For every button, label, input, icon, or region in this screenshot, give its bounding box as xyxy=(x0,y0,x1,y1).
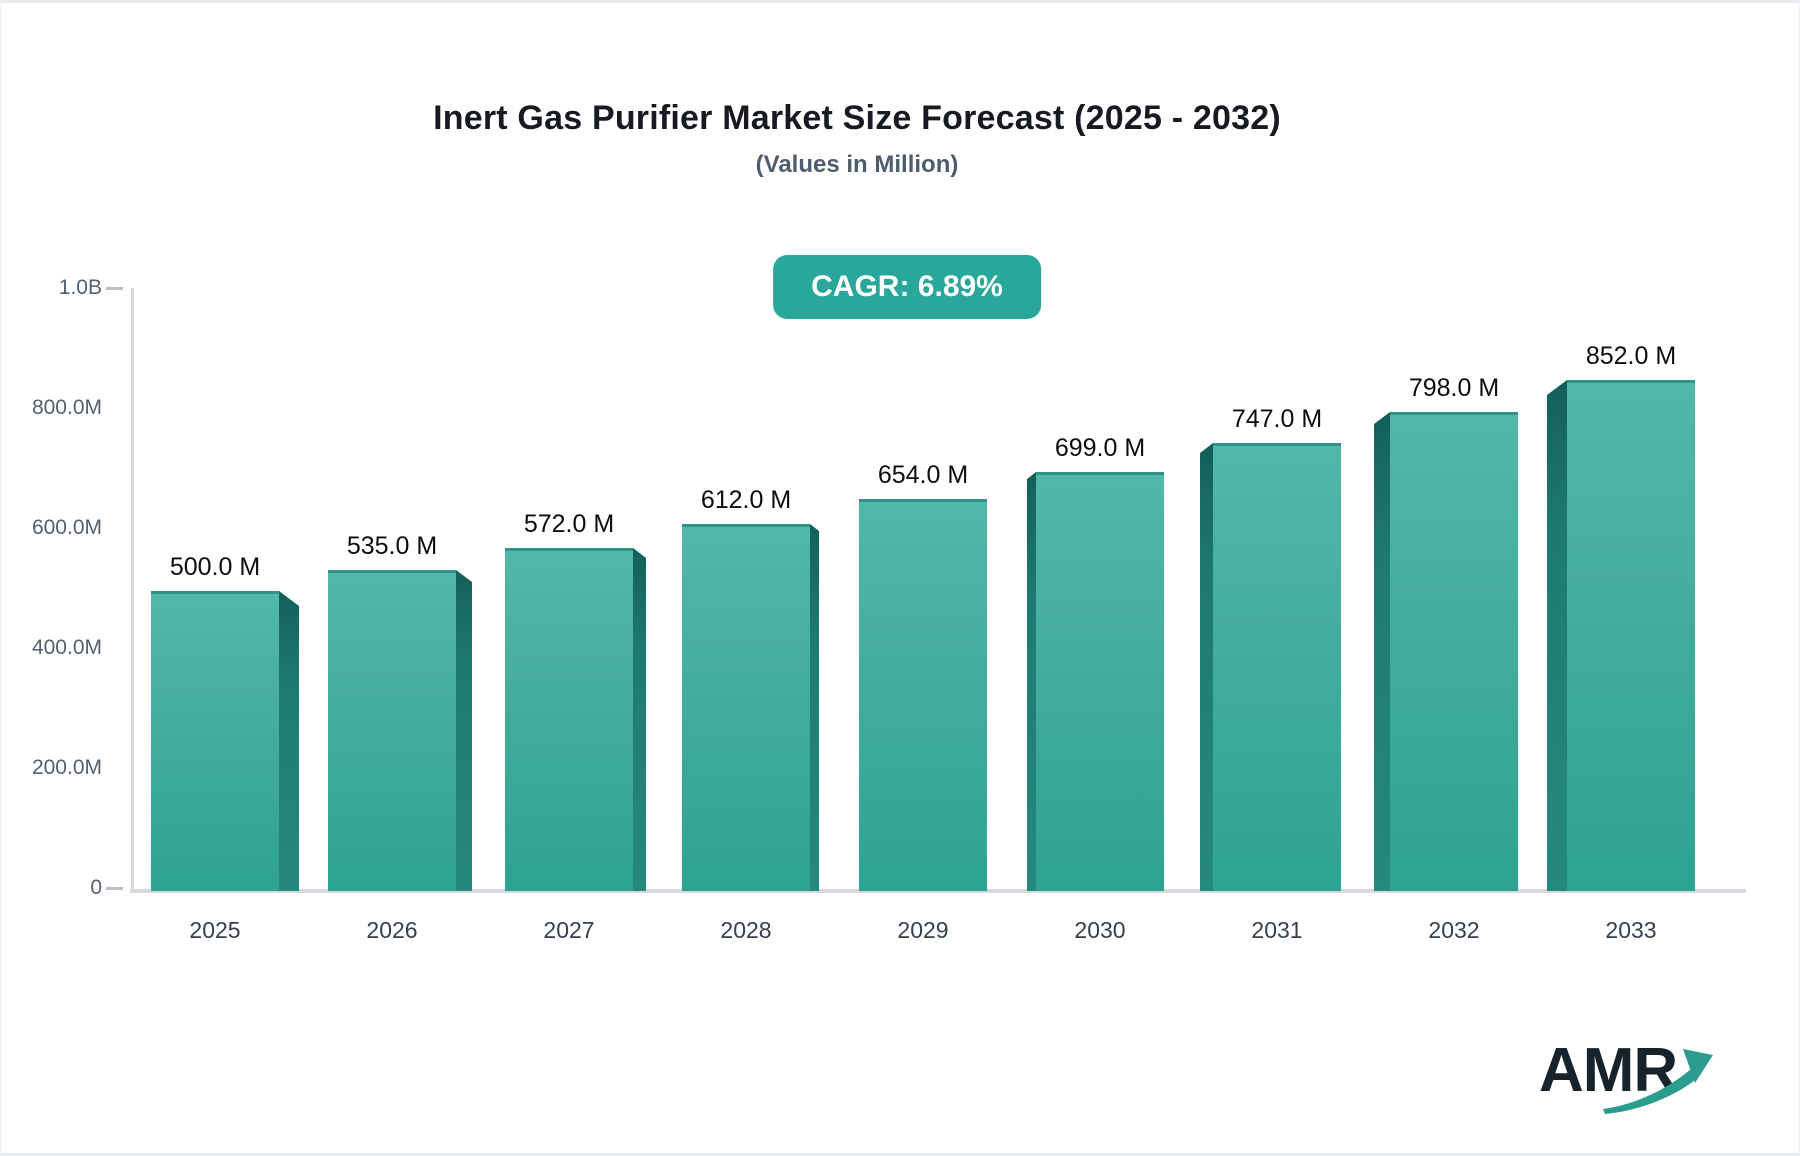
bar-side-face xyxy=(1374,412,1390,891)
y-axis-line xyxy=(131,288,134,891)
y-axis-label: 600.0M xyxy=(31,516,102,539)
bar-value-label: 612.0 M xyxy=(700,486,792,514)
bar-front-face xyxy=(1390,412,1518,891)
bar-value-label: 500.0 M xyxy=(169,553,261,581)
growth-arrow-icon xyxy=(1603,1049,1713,1114)
x-axis-label: 2029 xyxy=(897,917,949,943)
bar-side-face xyxy=(810,524,819,891)
bar-front-face xyxy=(1036,472,1164,891)
bar-value-label: 535.0 M xyxy=(346,532,438,560)
x-axis-label: 2030 xyxy=(1074,917,1126,943)
plot-area: 1.0B 800.0M 600.0M 400.0M 200.0M 0 500.0 M 2025… xyxy=(2,3,1798,1153)
bar-value-label: 747.0 M xyxy=(1231,405,1323,433)
bar-value-label: 798.0 M xyxy=(1408,374,1500,402)
cagr-badge: CAGR: 6.89% xyxy=(773,255,1041,319)
bar-front-face xyxy=(1213,443,1341,891)
amr-logo: AMR xyxy=(1539,1035,1739,1125)
chart-subtitle: (Values in Million) xyxy=(755,151,959,178)
x-axis-label: 2031 xyxy=(1251,917,1303,943)
bar-side-face xyxy=(279,591,299,891)
bar-value-label: 654.0 M xyxy=(877,461,969,489)
bar-value-label: 852.0 M xyxy=(1585,342,1677,370)
bar-front-face xyxy=(859,499,987,891)
x-axis-label: 2026 xyxy=(366,917,418,943)
bar-front-face xyxy=(1567,380,1695,891)
bar-side-face xyxy=(1547,380,1567,891)
bar-front-face xyxy=(328,570,456,891)
bar-value-label: 699.0 M xyxy=(1054,434,1146,462)
y-axis-label: 1.0B xyxy=(58,276,102,299)
y-axis-label: 800.0M xyxy=(31,396,102,419)
y-axis-tick xyxy=(106,887,123,890)
bar-side-face xyxy=(456,570,472,891)
bar-value-label: 572.0 M xyxy=(523,510,615,538)
x-axis-label: 2025 xyxy=(189,917,241,943)
x-axis-line xyxy=(130,889,1746,893)
bar-front-face xyxy=(151,591,279,891)
bar-side-face xyxy=(1027,472,1036,891)
y-axis-label: 0 xyxy=(90,876,102,899)
y-axis-label: 200.0M xyxy=(31,756,102,779)
y-axis-tick xyxy=(106,287,123,290)
x-axis-label: 2032 xyxy=(1428,917,1480,943)
bar-front-face xyxy=(682,524,810,891)
bar-side-face xyxy=(1200,443,1213,891)
chart-title: Inert Gas Purifier Market Size Forecast … xyxy=(433,99,1281,137)
x-axis-label: 2028 xyxy=(720,917,772,943)
x-axis-label: 2033 xyxy=(1605,917,1657,943)
bar-side-face xyxy=(633,548,646,891)
y-axis-label: 400.0M xyxy=(31,636,102,659)
x-axis-label: 2027 xyxy=(543,917,595,943)
bar-front-face xyxy=(505,548,633,891)
